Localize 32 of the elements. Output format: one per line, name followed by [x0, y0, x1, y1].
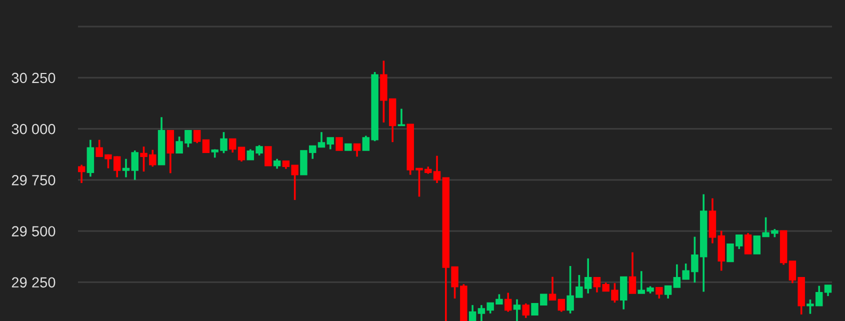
candlestick	[656, 286, 663, 300]
candlestick	[664, 284, 672, 300]
candlestick	[620, 276, 628, 310]
candlestick	[558, 298, 566, 313]
candlestick	[122, 158, 130, 178]
candlestick	[353, 142, 361, 158]
candlestick	[468, 304, 476, 321]
candlestick	[78, 164, 86, 184]
candlestick	[433, 154, 441, 184]
candlestick	[326, 136, 334, 150]
candlestick	[628, 251, 636, 294]
candlestick	[202, 139, 210, 153]
candlestick	[318, 131, 326, 148]
candlestick	[504, 292, 512, 313]
candlestick	[513, 298, 521, 321]
y-tick-label: 29 750	[12, 175, 56, 186]
y-tick-label: 30 250	[12, 72, 56, 84]
candlestick	[238, 146, 246, 162]
candlestick	[131, 150, 138, 181]
y-tick-label: 29 500	[12, 226, 56, 236]
candlestick	[744, 232, 752, 255]
candlestick	[264, 146, 272, 166]
candlestick	[336, 137, 343, 151]
candlestick	[273, 158, 281, 170]
y-tick-label: 30 000	[12, 124, 56, 134]
candlestick	[229, 138, 236, 154]
candlestick	[548, 276, 556, 302]
y-tick-label: 29 250	[12, 277, 56, 288]
candlestick	[522, 302, 530, 319]
candlestick	[166, 130, 174, 174]
candlestick	[824, 284, 832, 297]
candlestick	[193, 130, 201, 144]
